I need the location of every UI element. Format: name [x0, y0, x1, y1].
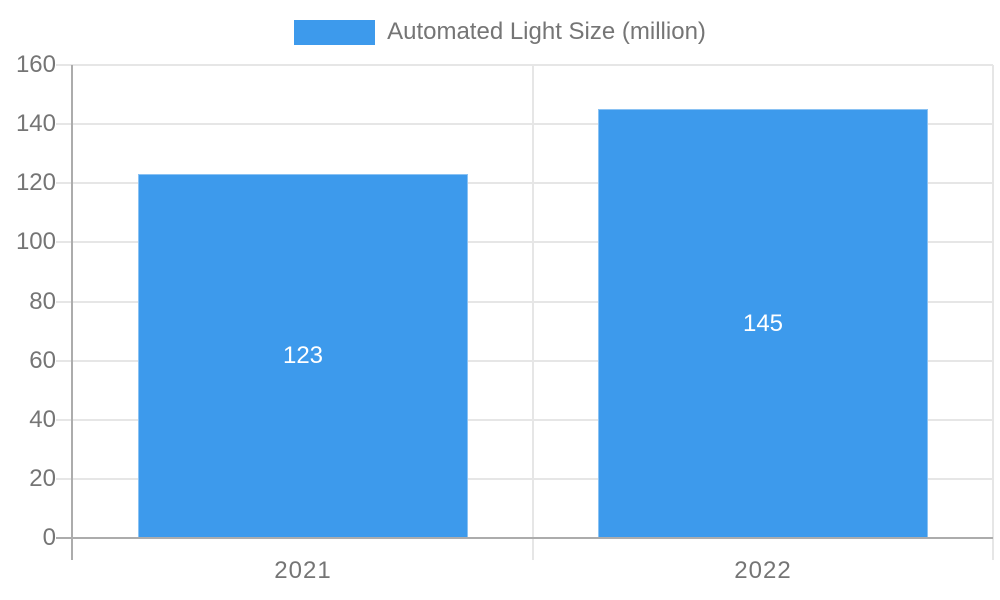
x-axis-baseline	[73, 537, 993, 539]
y-axis-label: 0	[42, 524, 56, 551]
y-axis-tick	[56, 123, 73, 126]
gridline-vertical	[992, 65, 994, 560]
legend-label: Automated Light Size (million)	[387, 18, 706, 45]
y-axis-tick	[56, 300, 73, 303]
y-axis-label: 60	[29, 346, 56, 374]
y-axis-tick	[56, 537, 73, 539]
bar-2022[interactable]: 145	[598, 109, 928, 538]
y-axis-line	[71, 65, 73, 560]
x-axis-label: 2022	[734, 557, 792, 584]
y-axis-tick	[56, 418, 73, 421]
legend-swatch	[294, 19, 376, 45]
y-axis-tick	[56, 241, 73, 244]
bar-2021[interactable]: 123	[138, 174, 468, 538]
bar-value-label: 145	[742, 309, 784, 337]
y-axis-label: 20	[29, 464, 56, 492]
y-axis-tick	[56, 64, 73, 66]
y-axis-tick	[56, 182, 73, 185]
x-axis-label: 2021	[274, 557, 332, 584]
y-axis-label: 160	[15, 51, 56, 78]
gridline-vertical	[532, 65, 534, 560]
bar-value-label: 123	[282, 342, 324, 370]
y-axis-tick	[56, 477, 73, 480]
y-axis-label: 120	[15, 169, 56, 197]
y-axis-label: 140	[15, 110, 56, 138]
y-axis-label: 100	[15, 228, 56, 256]
legend[interactable]: Automated Light Size (million)	[0, 15, 1000, 49]
y-axis-label: 40	[29, 405, 56, 433]
y-axis-tick	[56, 359, 73, 362]
y-axis-label: 80	[29, 287, 56, 315]
